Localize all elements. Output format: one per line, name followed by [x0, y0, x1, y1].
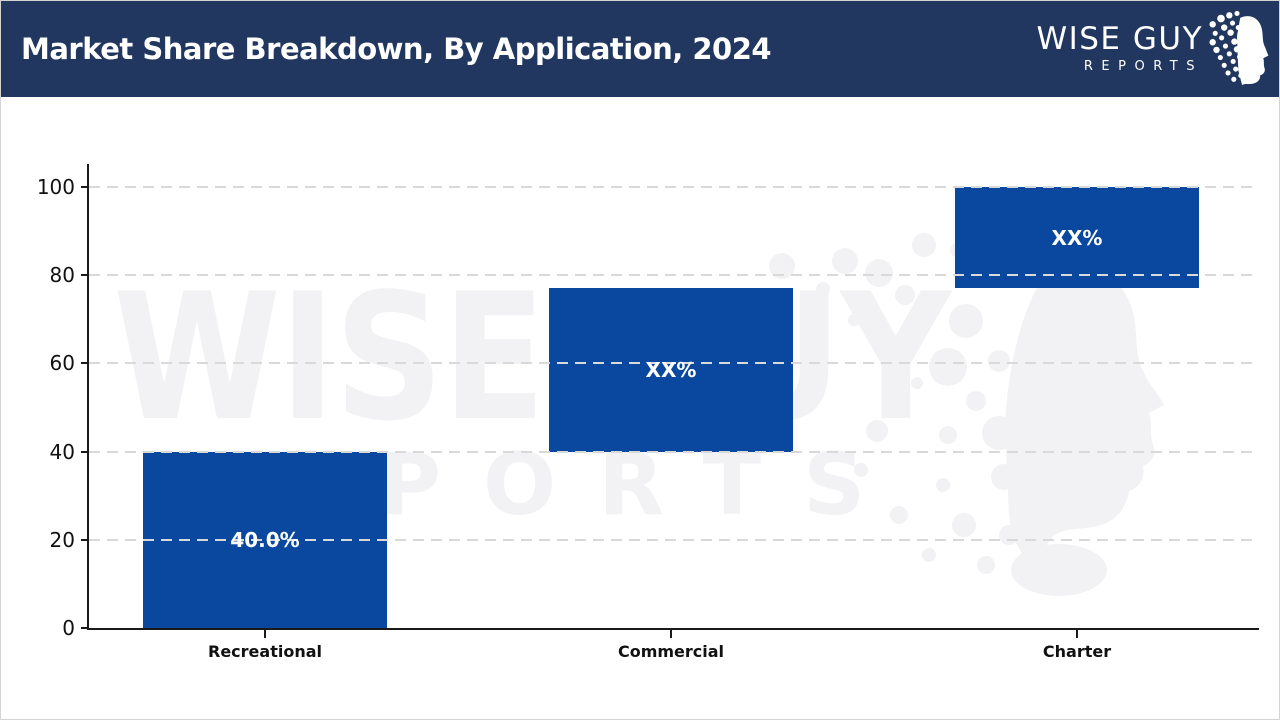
x-tick-mark	[670, 630, 672, 638]
watermark-wordmark: WISE GUY	[113, 257, 951, 460]
y-tick-mark	[81, 186, 89, 188]
chart-canvas: WISE GUY REPORTS 40.0% Recreational XX% Com…	[1, 97, 1279, 719]
plot-area: 40.0% Recreational XX% Commercial XX% Charter…	[1, 97, 1279, 719]
y-tick-mark	[81, 538, 89, 541]
y-axis-tick-80: 80	[49, 263, 75, 288]
gridline-100	[89, 186, 1253, 188]
bar-charter	[955, 187, 1199, 289]
bar-value-label: XX%	[645, 358, 697, 382]
logo-text: WISE GUY REPORTS	[1036, 22, 1203, 74]
x-tick-mark	[1076, 630, 1078, 638]
logo-subtitle: REPORTS	[1083, 58, 1203, 74]
bar-value-label: 40.0%	[230, 527, 300, 552]
y-tick-mark	[81, 627, 89, 629]
logo-wordmark: WISE GUY	[1036, 21, 1203, 58]
y-axis-tick-20: 20	[49, 527, 75, 552]
x-axis-line	[87, 628, 1259, 630]
y-tick-mark	[81, 274, 89, 277]
gridline-80	[89, 274, 1253, 277]
gridline-20	[89, 538, 1253, 541]
y-tick-mark	[81, 450, 89, 453]
x-axis-label-recreational: Recreational	[208, 642, 322, 661]
x-axis-label-commercial: Commercial	[617, 642, 725, 661]
x-tick-mark	[264, 630, 266, 638]
y-axis-tick-60: 60	[49, 351, 75, 376]
logo-head-icon	[1209, 10, 1269, 86]
bar-commercial	[549, 288, 793, 452]
watermark-head-icon	[769, 233, 1164, 596]
bar-value-label: XX%	[1051, 225, 1103, 250]
gridline-40	[89, 450, 1253, 453]
header-bar: Market Share Breakdown, By Application, …	[1, 1, 1279, 97]
chart-title: Market Share Breakdown, By Application, …	[21, 32, 772, 66]
x-axis-label-charter: Charter	[1042, 642, 1112, 661]
y-axis-tick-0: 0	[62, 616, 75, 640]
y-axis-line	[87, 164, 89, 630]
y-axis-tick-40: 40	[49, 439, 75, 464]
gridline-60	[89, 362, 1253, 365]
wiseguy-logo: WISE GUY REPORTS	[1036, 7, 1269, 89]
y-tick-mark	[81, 362, 89, 365]
y-axis-tick-100: 100	[36, 175, 75, 199]
